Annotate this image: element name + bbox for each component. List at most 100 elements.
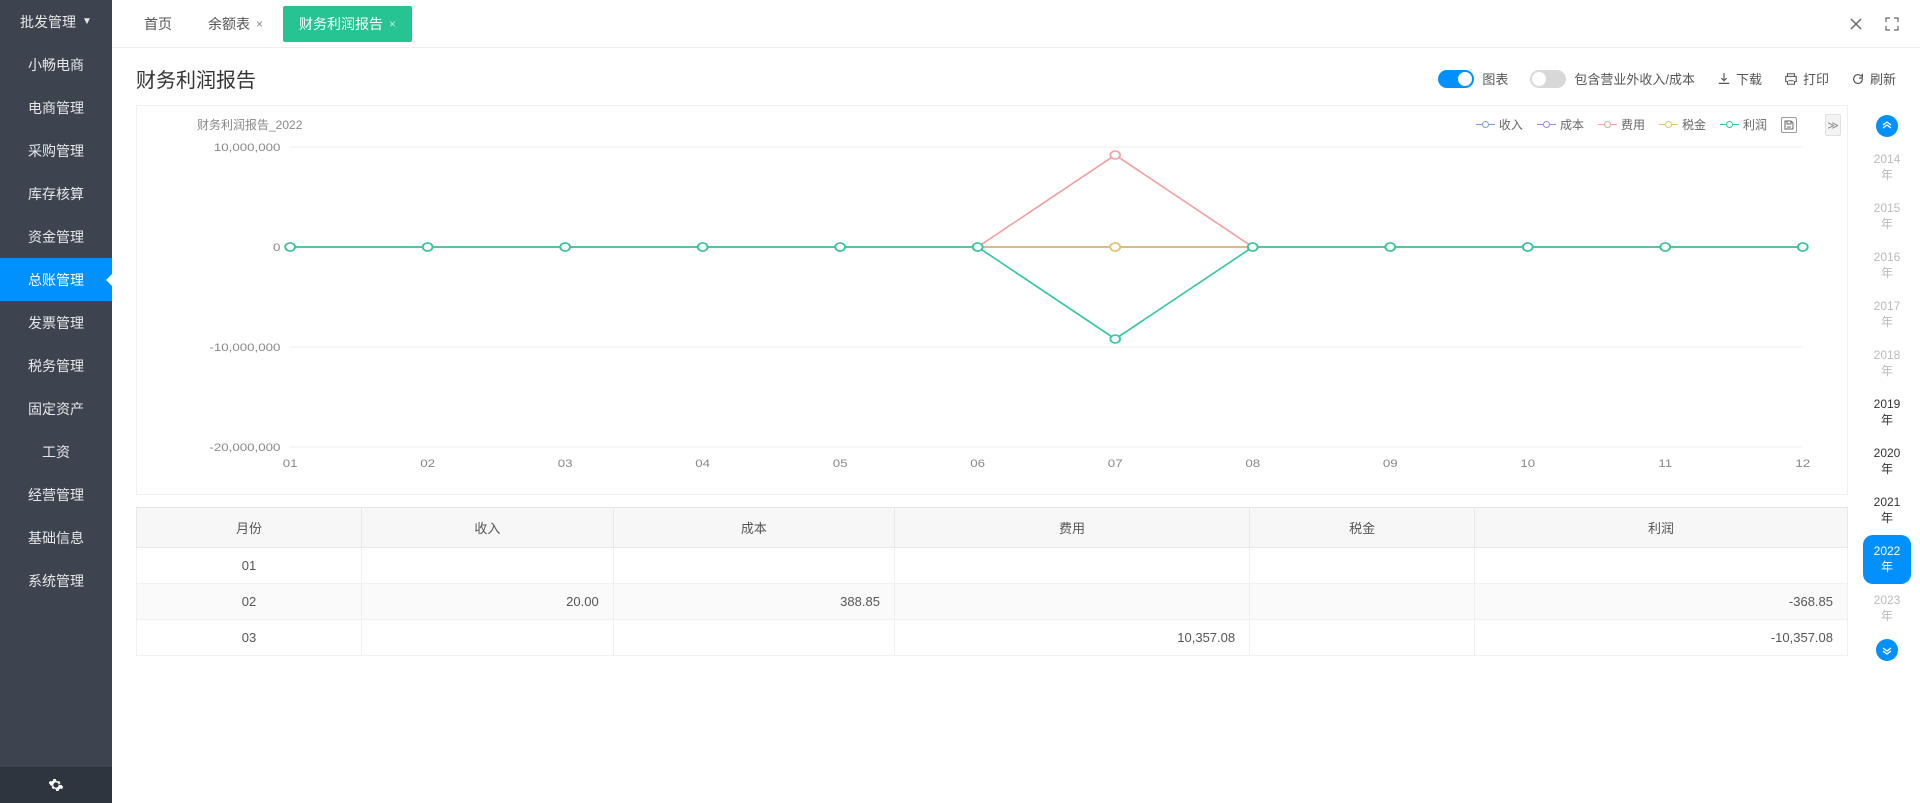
tab-label: 首页 [144,14,172,34]
svg-text:0: 0 [273,241,281,254]
svg-text:-10,000,000: -10,000,000 [209,341,280,354]
table-cell [1250,620,1475,656]
legend-label: 收入 [1499,116,1523,133]
refresh-label: 刷新 [1870,69,1896,88]
svg-text:06: 06 [970,457,985,470]
table-cell: 10,357.08 [894,620,1249,656]
chart-collapse-button[interactable]: ≫ [1825,114,1841,136]
print-button[interactable]: 打印 [1784,69,1829,88]
chevron-up-icon [1882,121,1892,131]
toggle-extra-label: 包含营业外收入/成本 [1574,69,1695,88]
sidebar-item-1[interactable]: 电商管理 [0,86,112,129]
tab-close-icon[interactable]: × [389,17,396,31]
table-row: 0310,357.08-10,357.08 [137,620,1848,656]
year-item-2018年: 2018年 [1863,339,1911,388]
year-item-2019年[interactable]: 2019年 [1863,388,1911,437]
legend-item-费用[interactable]: 费用 [1598,116,1645,133]
year-item-2023年: 2023年 [1863,584,1911,633]
table-cell [894,548,1249,584]
chart-legend: 收入成本 费用税金 利润 [1476,116,1797,133]
page-header: 财务利润报告 图表 包含营业外收入/成本 下载 打印 [112,48,1920,105]
sidebar-header[interactable]: 批发管理 ▼ [0,0,112,43]
tab-1[interactable]: 余额表 × [192,6,279,42]
table-col-3: 费用 [894,508,1249,548]
line-chart: -20,000,000-10,000,000010,000,0000102030… [157,137,1827,477]
sidebar-item-6[interactable]: 发票管理 [0,301,112,344]
sidebar-item-4[interactable]: 资金管理 [0,215,112,258]
table-cell: 20.00 [362,584,614,620]
sidebar-settings[interactable] [0,767,112,803]
refresh-button[interactable]: 刷新 [1851,69,1896,88]
sidebar-item-12[interactable]: 系统管理 [0,559,112,602]
tab-close-icon[interactable]: × [256,17,263,31]
legend-item-成本[interactable]: 成本 [1537,116,1584,133]
table-col-2: 成本 [613,508,894,548]
table-cell: 388.85 [613,584,894,620]
year-item-2020年[interactable]: 2020年 [1863,437,1911,486]
legend-label: 利润 [1743,116,1767,133]
tab-label: 余额表 [208,14,250,34]
sidebar-item-11[interactable]: 基础信息 [0,516,112,559]
sidebar-item-9[interactable]: 工资 [0,430,112,473]
sidebar-item-8[interactable]: 固定资产 [0,387,112,430]
tab-label: 财务利润报告 [299,14,383,34]
caret-down-icon: ▼ [82,16,92,27]
svg-text:08: 08 [1245,457,1260,470]
page-title: 财务利润报告 [136,64,256,93]
table-col-1: 收入 [362,508,614,548]
print-label: 打印 [1803,69,1829,88]
content-main: 财务利润报告_2022 收入成本费用税金利润 ≫ -20,000,000-10,… [136,105,1856,803]
download-label: 下载 [1736,69,1762,88]
svg-text:11: 11 [1658,457,1672,470]
year-item-2017年: 2017年 [1863,290,1911,339]
gear-icon [48,777,64,793]
table-cell [613,620,894,656]
year-scroll-up[interactable] [1876,115,1898,137]
svg-text:04: 04 [695,457,710,470]
print-icon [1784,72,1798,86]
table-cell: -368.85 [1475,584,1848,620]
tab-0[interactable]: 首页 [128,6,188,42]
table-row: 01 [137,548,1848,584]
toggle-chart-label: 图表 [1482,69,1508,88]
legend-item-收入[interactable]: 收入 [1476,116,1523,133]
table-cell: 01 [137,548,362,584]
year-item-2014年: 2014年 [1863,143,1911,192]
tabbar-close-button[interactable] [1844,12,1868,36]
table-col-4: 税金 [1250,508,1475,548]
toggle-chart-switch[interactable] [1438,70,1474,88]
table-cell [894,584,1249,620]
tab-2[interactable]: 财务利润报告 × [283,6,412,42]
year-panel: 2014年2015年2016年2017年2018年2019年2020年2021年… [1862,105,1912,803]
sidebar-item-2[interactable]: 采购管理 [0,129,112,172]
svg-text:05: 05 [833,457,848,470]
chart-save-button[interactable] [1781,117,1797,133]
table-row: 0220.00388.85-368.85 [137,584,1848,620]
year-item-2021年[interactable]: 2021年 [1863,486,1911,535]
close-icon [1849,17,1863,31]
table-cell [1250,548,1475,584]
legend-label: 费用 [1621,116,1645,133]
sidebar-item-0[interactable]: 小畅电商 [0,43,112,86]
table-cell [613,548,894,584]
download-button[interactable]: 下载 [1717,69,1762,88]
year-item-2016年: 2016年 [1863,241,1911,290]
year-item-2022年[interactable]: 2022年 [1863,535,1911,584]
svg-text:03: 03 [558,457,573,470]
svg-text:-20,000,000: -20,000,000 [209,441,280,454]
chart-card: 财务利润报告_2022 收入成本费用税金利润 ≫ -20,000,000-10,… [136,105,1848,495]
table-cell [362,548,614,584]
sidebar-item-3[interactable]: 库存核算 [0,172,112,215]
sidebar-item-7[interactable]: 税务管理 [0,344,112,387]
fullscreen-button[interactable] [1880,12,1904,36]
table-cell: 03 [137,620,362,656]
svg-text:10: 10 [1520,457,1535,470]
year-scroll-down[interactable] [1876,639,1898,661]
sidebar-item-10[interactable]: 经营管理 [0,473,112,516]
tabbar: 首页 余额表 × 财务利润报告 × [112,0,1920,48]
table-cell [362,620,614,656]
sidebar-item-5[interactable]: 总账管理 [0,258,112,301]
toggle-extra-switch[interactable] [1530,70,1566,88]
legend-item-税金[interactable]: 税金 [1659,116,1706,133]
legend-item-利润[interactable]: 利润 [1720,116,1767,133]
